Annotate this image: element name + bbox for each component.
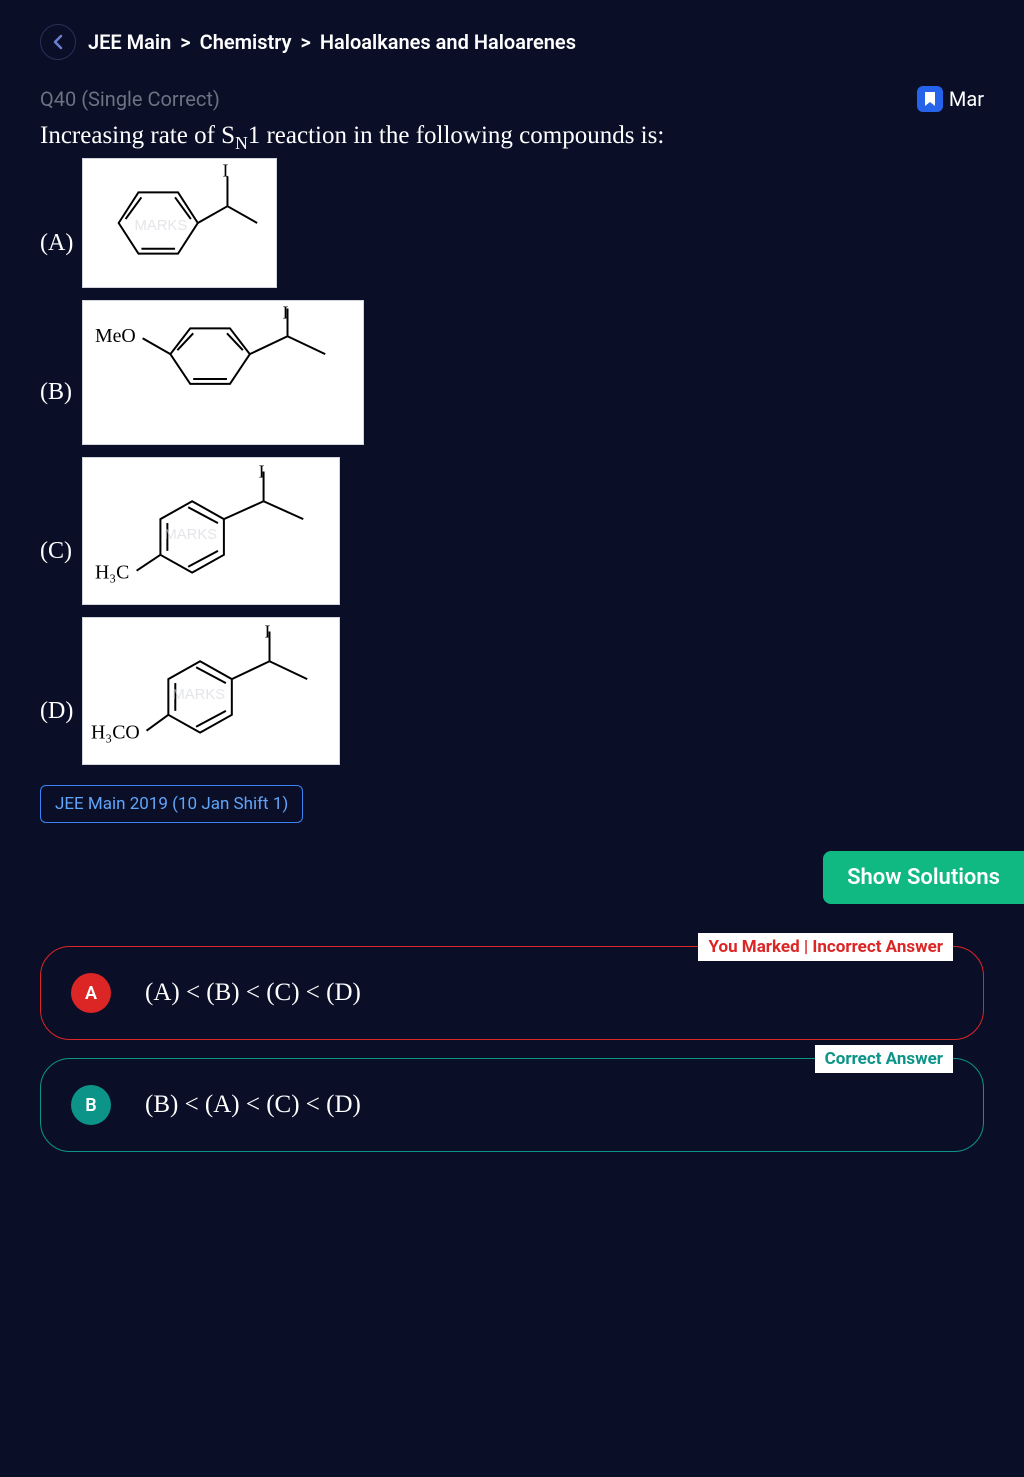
compound-c-label: (C): [40, 538, 82, 565]
svg-text:H₃C: H₃C: [95, 562, 129, 584]
answer-option-a[interactable]: You Marked | Incorrect Answer A (A) < (B…: [40, 946, 984, 1040]
compound-a-structure: I MARKS: [82, 158, 277, 288]
compound-d-structure: H₃CO I MARKS: [82, 617, 340, 765]
svg-text:MARKS: MARKS: [164, 527, 217, 543]
answer-a-text: (A) < (B) < (C) < (D): [145, 979, 361, 1007]
svg-text:I: I: [265, 623, 271, 641]
breadcrumb-part1[interactable]: JEE Main: [88, 30, 171, 54]
question-text: Increasing rate of SN1 reaction in the f…: [40, 122, 984, 154]
svg-text:I: I: [283, 306, 289, 322]
compound-a-label: (A): [40, 230, 82, 257]
compound-d: (D) H₃CO I MARKS: [40, 617, 984, 765]
correct-answer-tag: Correct Answer: [815, 1045, 953, 1073]
incorrect-answer-tag: You Marked | Incorrect Answer: [698, 933, 953, 961]
question-number: Q40 (Single Correct): [40, 87, 220, 111]
bookmark-icon: [917, 86, 943, 112]
breadcrumb-part2[interactable]: Chemistry: [200, 30, 292, 54]
option-bubble-b: B: [71, 1085, 111, 1125]
compound-a: (A) I MARKS: [40, 158, 984, 288]
mark-label: Mar: [949, 87, 984, 111]
answer-option-b[interactable]: Correct Answer B (B) < (A) < (C) < (D): [40, 1058, 984, 1152]
option-bubble-a: A: [71, 973, 111, 1013]
breadcrumb-sep: >: [300, 30, 310, 54]
compound-c-structure: H₃C I MARKS: [82, 457, 340, 605]
svg-text:H₃CO: H₃CO: [91, 722, 140, 744]
compound-b: (B) MeO I: [40, 300, 984, 445]
answer-b-text: (B) < (A) < (C) < (D): [145, 1091, 361, 1119]
compound-c: (C) H₃C I MARKS: [40, 457, 984, 605]
svg-text:I: I: [259, 463, 265, 481]
exam-tag[interactable]: JEE Main 2019 (10 Jan Shift 1): [40, 785, 303, 823]
back-button[interactable]: [40, 24, 76, 60]
breadcrumb[interactable]: JEE Main > Chemistry > Haloalkanes and H…: [88, 30, 576, 54]
compound-b-structure: MeO I: [82, 300, 364, 445]
svg-text:I: I: [223, 164, 229, 181]
show-solutions-button[interactable]: Show Solutions: [823, 851, 1024, 904]
svg-text:MeO: MeO: [95, 325, 136, 347]
chevron-left-icon: [53, 34, 63, 50]
mark-badge[interactable]: Mar: [917, 86, 984, 112]
compound-b-label: (B): [40, 379, 82, 406]
breadcrumb-part3[interactable]: Haloalkanes and Haloarenes: [320, 30, 576, 54]
breadcrumb-sep: >: [180, 30, 190, 54]
svg-text:MARKS: MARKS: [134, 218, 187, 234]
svg-text:MARKS: MARKS: [172, 687, 225, 703]
compound-d-label: (D): [40, 698, 82, 725]
